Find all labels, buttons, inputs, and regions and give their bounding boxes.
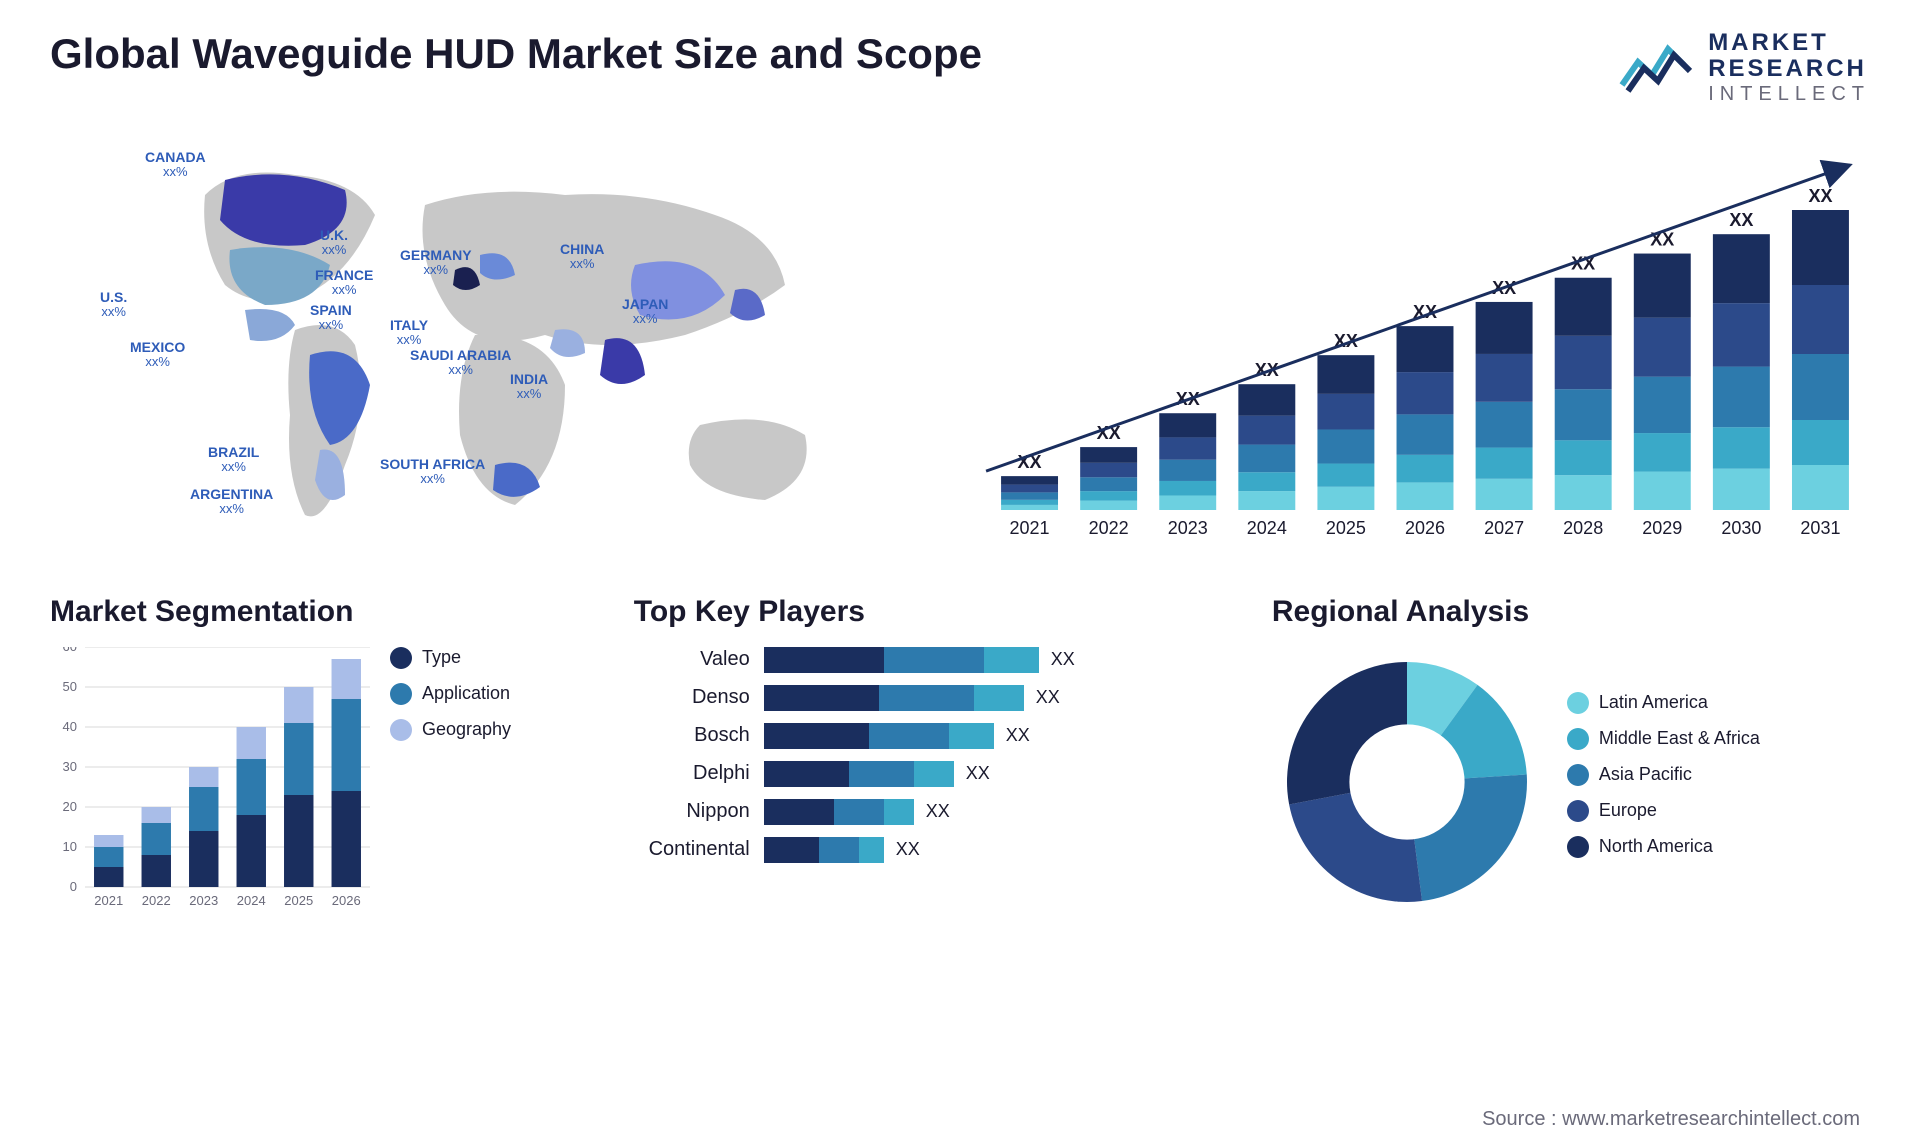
map-label: U.K.xx% (320, 228, 348, 258)
svg-text:2023: 2023 (189, 893, 218, 908)
player-value: XX (1036, 687, 1060, 708)
svg-text:2022: 2022 (1089, 518, 1129, 538)
svg-text:2025: 2025 (284, 893, 313, 908)
svg-text:2027: 2027 (1484, 518, 1524, 538)
player-label: Delphi (634, 762, 764, 785)
player-value: XX (926, 801, 950, 822)
logo-text-1: MARKET (1708, 30, 1870, 56)
svg-text:10: 10 (63, 839, 77, 854)
segmentation-legend: Type Application Geography (390, 647, 511, 917)
map-label: INDIAxx% (510, 372, 548, 402)
svg-text:40: 40 (63, 719, 77, 734)
player-row: Continental XX (634, 837, 1232, 863)
player-bar (764, 761, 954, 787)
player-row: Bosch XX (634, 723, 1232, 749)
regional-legend: Latin America Middle East & Africa Asia Pa… (1567, 692, 1760, 872)
logo-icon (1618, 37, 1696, 97)
svg-text:2025: 2025 (1326, 518, 1366, 538)
map-label: SPAINxx% (310, 303, 352, 333)
svg-text:2031: 2031 (1800, 518, 1840, 538)
region-legend-item: Middle East & Africa (1567, 728, 1760, 750)
player-row: Nippon XX (634, 799, 1232, 825)
map-label: SOUTH AFRICAxx% (380, 457, 485, 487)
region-legend-item: Asia Pacific (1567, 764, 1760, 786)
svg-text:2024: 2024 (1247, 518, 1287, 538)
player-bar (764, 837, 884, 863)
logo-text-3: INTELLECT (1708, 83, 1870, 105)
regional-title: Regional Analysis (1272, 595, 1870, 629)
player-value: XX (1006, 725, 1030, 746)
map-label: U.S.xx% (100, 290, 127, 320)
map-label: GERMANYxx% (400, 248, 472, 278)
players-panel: Top Key Players ValeoXXDensoXXBoschXXDel… (634, 595, 1232, 945)
player-row: Delphi XX (634, 761, 1232, 787)
source-text: Source : www.marketresearchintellect.com (1482, 1108, 1860, 1131)
svg-text:2028: 2028 (1563, 518, 1603, 538)
player-label: Bosch (634, 724, 764, 747)
segmentation-chart: 0 10 20 30 40 50 60 2021 2022 2023 2024 2025 2026 (50, 647, 370, 917)
players-chart: ValeoXXDensoXXBoschXXDelphiXXNipponXXCon… (634, 647, 1232, 863)
segmentation-title: Market Segmentation (50, 595, 594, 629)
logo: MARKET RESEARCH INTELLECT (1618, 30, 1870, 105)
player-bar (764, 723, 994, 749)
regional-panel: Regional Analysis Latin America Middle Ea… (1272, 595, 1870, 945)
svg-text:2030: 2030 (1721, 518, 1761, 538)
svg-text:2026: 2026 (1405, 518, 1445, 538)
map-label: SAUDI ARABIAxx% (410, 348, 511, 378)
svg-text:60: 60 (63, 647, 77, 654)
map-label: CHINAxx% (560, 242, 604, 272)
map-label: JAPANxx% (622, 297, 668, 327)
region-legend-item: Latin America (1567, 692, 1760, 714)
regional-donut (1272, 647, 1542, 917)
map-label: ITALYxx% (390, 318, 428, 348)
player-label: Denso (634, 686, 764, 709)
svg-text:2026: 2026 (332, 893, 361, 908)
svg-text:30: 30 (63, 759, 77, 774)
player-value: XX (1051, 649, 1075, 670)
region-legend-item: North America (1567, 836, 1760, 858)
svg-text:20: 20 (63, 799, 77, 814)
region-legend-item: Europe (1567, 800, 1760, 822)
player-bar (764, 647, 1039, 673)
player-value: XX (896, 839, 920, 860)
growth-chart-panel: XX2021XX2022XX2023XX2024XX2025XX2026XX20… (980, 135, 1870, 555)
segmentation-panel: Market Segmentation 0 10 20 30 40 50 60 2021 202… (50, 595, 594, 945)
player-value: XX (966, 763, 990, 784)
world-map-panel: CANADAxx% U.S.xx%MEXICOxx% U.K.xx% FRANCExx… (50, 135, 940, 555)
growth-chart: XX2021XX2022XX2023XX2024XX2025XX2026XX20… (980, 135, 1870, 555)
svg-text:XX: XX (1808, 186, 1832, 206)
svg-text:2022: 2022 (142, 893, 171, 908)
map-label: ARGENTINAxx% (190, 487, 273, 517)
page-title: Global Waveguide HUD Market Size and Sco… (50, 30, 982, 78)
svg-text:2029: 2029 (1642, 518, 1682, 538)
player-row: Valeo XX (634, 647, 1232, 673)
legend-item: Type (390, 647, 511, 669)
player-label: Nippon (634, 800, 764, 823)
svg-text:2021: 2021 (94, 893, 123, 908)
map-label: CANADAxx% (145, 150, 206, 180)
player-row: Denso XX (634, 685, 1232, 711)
svg-text:2024: 2024 (237, 893, 266, 908)
logo-text-2: RESEARCH (1708, 56, 1870, 82)
player-label: Continental (634, 838, 764, 861)
legend-item: Application (390, 683, 511, 705)
map-label: FRANCExx% (315, 268, 373, 298)
svg-text:0: 0 (70, 879, 77, 894)
svg-text:2023: 2023 (1168, 518, 1208, 538)
svg-text:2021: 2021 (1010, 518, 1050, 538)
player-label: Valeo (634, 648, 764, 671)
svg-text:50: 50 (63, 679, 77, 694)
map-label: MEXICOxx% (130, 340, 185, 370)
map-label: BRAZILxx% (208, 445, 259, 475)
players-title: Top Key Players (634, 595, 1232, 629)
player-bar (764, 685, 1024, 711)
svg-text:XX: XX (1729, 210, 1753, 230)
legend-item: Geography (390, 719, 511, 741)
player-bar (764, 799, 914, 825)
